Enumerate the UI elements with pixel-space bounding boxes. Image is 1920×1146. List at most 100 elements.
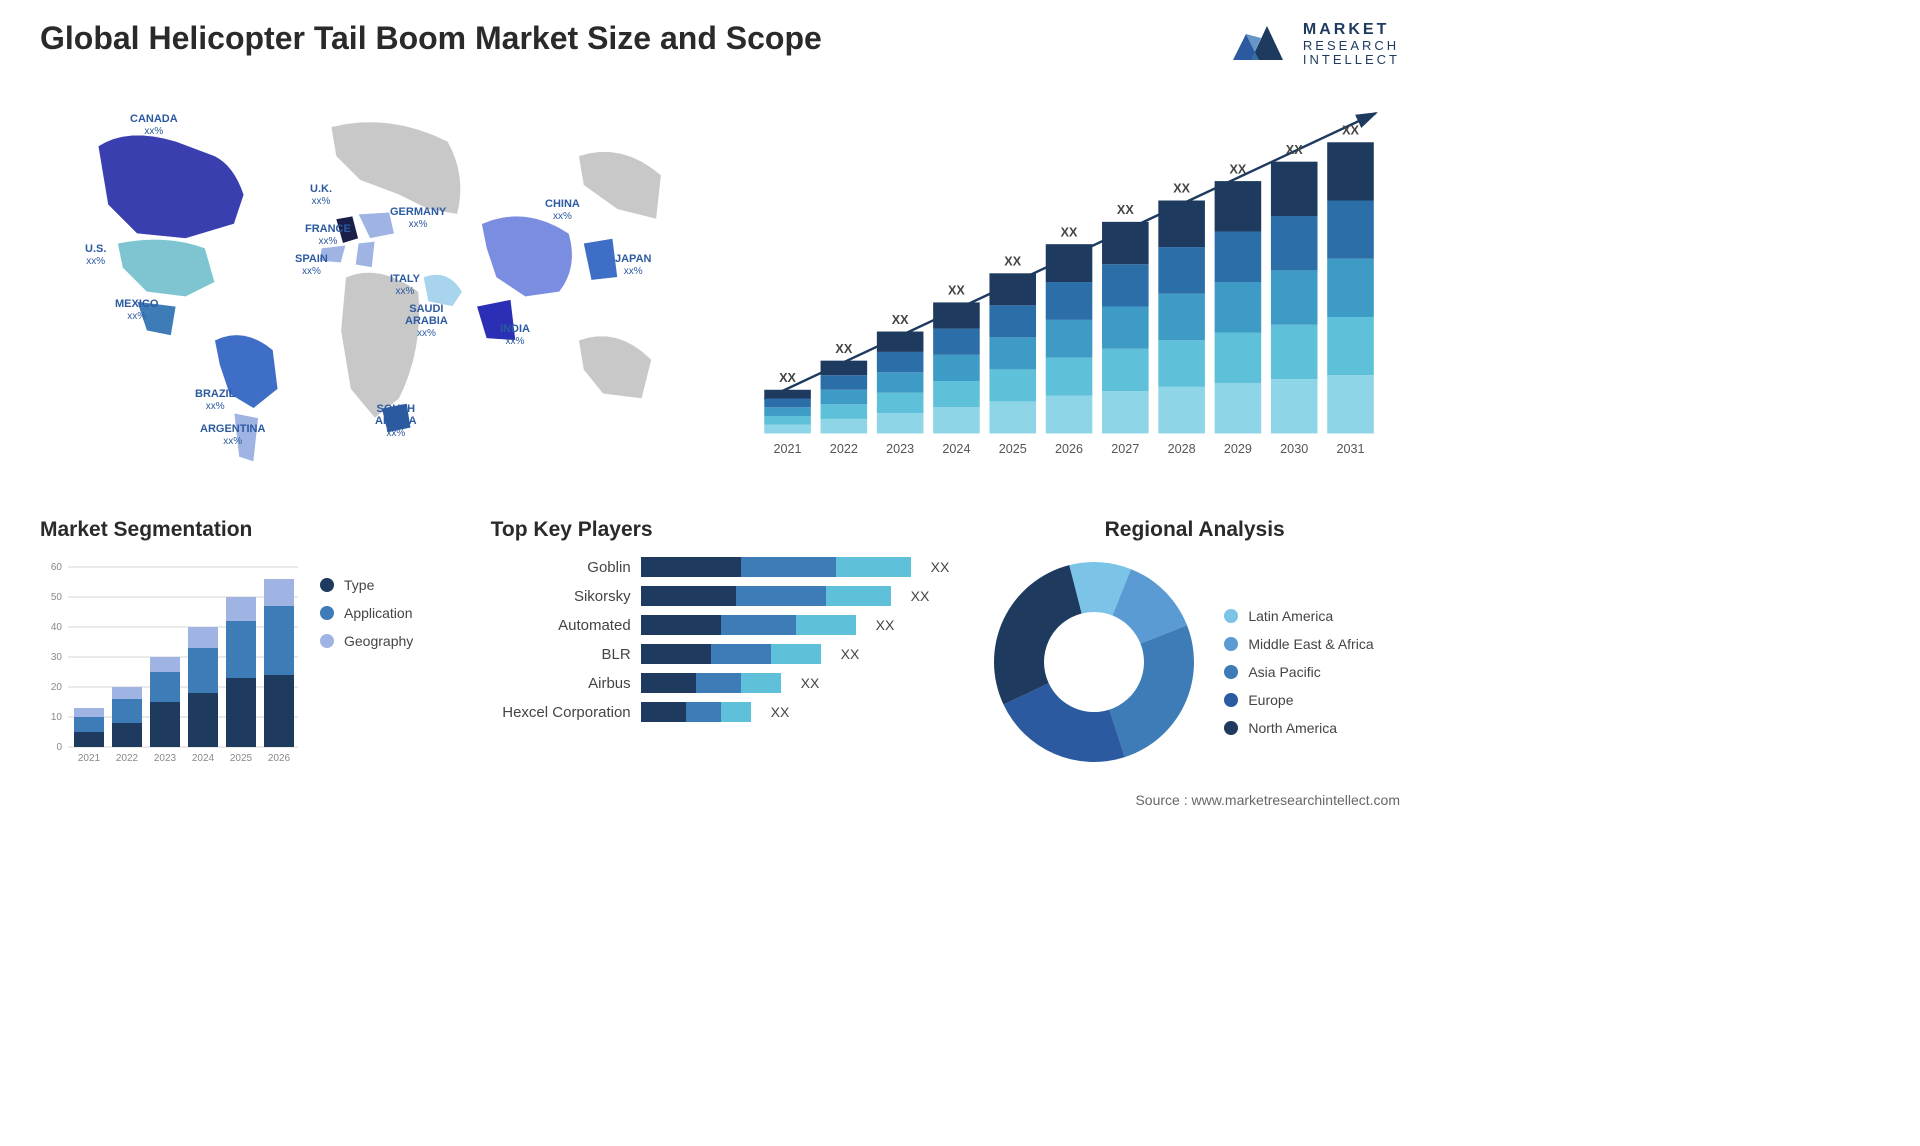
map-label: CHINAxx% — [545, 198, 580, 222]
svg-text:2031: 2031 — [1336, 442, 1364, 456]
legend-item: Application — [320, 605, 413, 621]
segmentation-chart: 0 10 20 30 40 50 60 2021 2022 2023 2024 2025 2026 — [40, 557, 300, 767]
map-label: CANADAxx% — [130, 113, 178, 137]
map-label: U.S.xx% — [85, 243, 106, 267]
legend-item: Middle East & Africa — [1224, 636, 1373, 652]
player-name: Automated — [491, 617, 631, 634]
svg-text:XX: XX — [1173, 182, 1190, 196]
svg-text:2028: 2028 — [1168, 442, 1196, 456]
svg-text:2022: 2022 — [830, 442, 858, 456]
world-map: CANADAxx% U.S.xx% MEXICOxx% BRAZILxx% ARGENT… — [40, 88, 700, 488]
map-label: ARGENTINAxx% — [200, 423, 265, 447]
svg-text:2026: 2026 — [268, 753, 291, 764]
logo-text-2: RESEARCH — [1303, 39, 1400, 53]
legend-item: Type — [320, 577, 413, 593]
map-label: BRAZILxx% — [195, 388, 235, 412]
player-row: BLR XX — [491, 644, 950, 664]
map-label: SOUTHAFRICAxx% — [375, 403, 417, 439]
svg-text:2030: 2030 — [1280, 442, 1308, 456]
player-name: Sikorsky — [491, 588, 631, 605]
svg-text:2025: 2025 — [999, 442, 1027, 456]
growth-chart: XX 2021 XX 2022 XX 2023 XX 2024 XX 2025 XX 2026 XX 20… — [740, 88, 1400, 478]
svg-text:XX: XX — [779, 371, 796, 385]
svg-text:XX: XX — [1229, 162, 1246, 176]
map-label: U.K.xx% — [310, 183, 332, 207]
player-row: Hexcel Corporation XX — [491, 702, 950, 722]
map-label: MEXICOxx% — [115, 298, 158, 322]
player-bar — [641, 673, 781, 693]
svg-text:2021: 2021 — [774, 442, 802, 456]
map-label: JAPANxx% — [615, 253, 651, 277]
player-row: Automated XX — [491, 615, 950, 635]
player-name: Hexcel Corporation — [491, 704, 631, 721]
svg-text:2025: 2025 — [230, 753, 253, 764]
svg-text:0: 0 — [56, 742, 62, 753]
players-title: Top Key Players — [491, 518, 950, 542]
svg-text:40: 40 — [51, 622, 63, 633]
map-label: FRANCExx% — [305, 223, 351, 247]
map-label: GERMANYxx% — [390, 206, 446, 230]
map-label: ITALYxx% — [390, 273, 420, 297]
donut-chart — [989, 557, 1199, 767]
svg-text:2026: 2026 — [1055, 442, 1083, 456]
player-name: BLR — [491, 646, 631, 663]
player-value: XX — [841, 646, 860, 662]
brand-logo: MARKET RESEARCH INTELLECT — [1231, 20, 1400, 68]
svg-text:XX: XX — [948, 284, 965, 298]
segmentation-legend: Type Application Geography — [320, 557, 413, 649]
logo-text-3: INTELLECT — [1303, 53, 1400, 67]
svg-text:50: 50 — [51, 592, 63, 603]
svg-text:2027: 2027 — [1111, 442, 1139, 456]
svg-text:XX: XX — [1117, 203, 1134, 217]
map-svg — [40, 88, 700, 476]
player-value: XX — [771, 704, 790, 720]
legend-item: Europe — [1224, 692, 1373, 708]
player-value: XX — [801, 675, 820, 691]
map-label: SAUDIARABIAxx% — [405, 303, 448, 339]
regional-panel: Regional Analysis Latin AmericaMiddle Ea… — [989, 518, 1400, 767]
legend-item: North America — [1224, 720, 1373, 736]
map-label: SPAINxx% — [295, 253, 328, 277]
player-name: Goblin — [491, 559, 631, 576]
segmentation-title: Market Segmentation — [40, 518, 451, 542]
player-name: Airbus — [491, 675, 631, 692]
map-label: INDIAxx% — [500, 323, 530, 347]
legend-item: Asia Pacific — [1224, 664, 1373, 680]
svg-text:2024: 2024 — [192, 753, 215, 764]
player-bar — [641, 557, 911, 577]
svg-text:XX: XX — [1342, 124, 1359, 138]
player-bar — [641, 644, 821, 664]
regional-title: Regional Analysis — [989, 518, 1400, 542]
svg-text:XX: XX — [1286, 143, 1303, 157]
svg-text:XX: XX — [835, 342, 852, 356]
svg-text:XX: XX — [1061, 225, 1078, 239]
logo-text-1: MARKET — [1303, 21, 1400, 39]
players-panel: Top Key Players GoblinXXSikorskyXXAutoma… — [491, 518, 950, 722]
svg-text:2021: 2021 — [78, 753, 101, 764]
svg-text:10: 10 — [51, 712, 63, 723]
player-value: XX — [931, 559, 950, 575]
svg-text:XX: XX — [1004, 255, 1021, 269]
svg-text:2029: 2029 — [1224, 442, 1252, 456]
player-row: Goblin XX — [491, 557, 950, 577]
player-value: XX — [911, 588, 930, 604]
player-bar — [641, 586, 891, 606]
player-value: XX — [876, 617, 895, 633]
player-row: Airbus XX — [491, 673, 950, 693]
svg-text:30: 30 — [51, 652, 63, 663]
logo-icon — [1231, 20, 1291, 68]
svg-text:2022: 2022 — [116, 753, 139, 764]
svg-text:20: 20 — [51, 682, 63, 693]
player-bar — [641, 702, 751, 722]
svg-text:2023: 2023 — [886, 442, 914, 456]
svg-text:60: 60 — [51, 562, 63, 573]
segmentation-panel: Market Segmentation 0 10 20 30 40 50 60 2021 202… — [40, 518, 451, 767]
page-title: Global Helicopter Tail Boom Market Size … — [40, 20, 822, 57]
svg-text:2024: 2024 — [942, 442, 970, 456]
svg-text:2023: 2023 — [154, 753, 177, 764]
player-row: Sikorsky XX — [491, 586, 950, 606]
legend-item: Geography — [320, 633, 413, 649]
source-attribution: Source : www.marketresearchintellect.com — [40, 792, 1400, 808]
svg-text:XX: XX — [892, 313, 909, 327]
regional-legend: Latin AmericaMiddle East & AfricaAsia Pa… — [1224, 588, 1373, 736]
